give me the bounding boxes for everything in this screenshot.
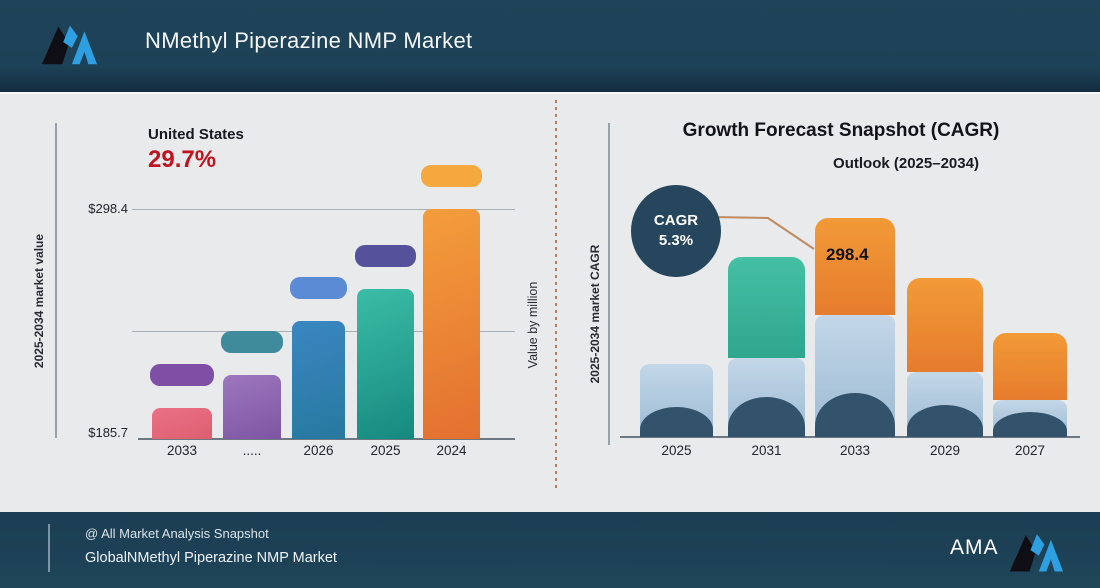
footer-report-name: GlobalNMethyl Piperazine NMP Market (85, 550, 337, 566)
gridline-298 (132, 209, 515, 210)
ama-logo-footer-icon (1009, 534, 1064, 572)
right-bar-2033-top-segment (815, 218, 895, 315)
left-chart-x-axis (138, 438, 515, 440)
header-bar: NMethyl Piperazine NMP Market (0, 0, 1100, 92)
ama-logo (40, 16, 98, 70)
left-chart-y-axis (55, 123, 57, 438)
left-bar-2024 (423, 209, 480, 439)
left-x-tick-2033: 2033 (166, 443, 198, 458)
right-bar-2031-base-segment (728, 397, 805, 437)
left-x-tick-2025: 2025 (370, 443, 401, 458)
left-y-tick-top: $298.4 (88, 201, 128, 216)
left-bar-cap-2033 (150, 363, 214, 386)
right-x-tick-2031: 2031 (751, 443, 782, 458)
peak-value-callout: 298.4 (826, 245, 869, 264)
right-chart-subtitle: Outlook (2025–2034) (833, 155, 979, 172)
left-chart-side-label: Value by million (526, 281, 540, 369)
right-bar-2029-top-segment (907, 278, 983, 372)
right-chart-y-axis-label: 2025-2034 market CAGR (588, 244, 602, 384)
left-bar-cap-2025 (355, 245, 416, 268)
left-chart-highlight-value: 29.7% (148, 146, 217, 173)
right-bar-2025-base-segment (640, 407, 713, 437)
cagr-badge-label: CAGR (653, 211, 699, 229)
cagr-badge-value: 5.3% (658, 232, 694, 249)
right-x-tick-2033: 2033 (839, 443, 871, 458)
left-chart-region-label: United States (148, 126, 244, 143)
ama-logo-footer (1008, 526, 1064, 576)
left-x-tick-2024: 2024 (436, 443, 467, 458)
left-y-tick-bottom: $185.7 (88, 425, 128, 440)
left-bar-2026 (292, 321, 345, 439)
right-x-tick-2027: 2027 (1014, 443, 1046, 458)
right-bar-2027-top-segment (993, 333, 1067, 400)
right-bar-2031-top-segment (728, 257, 805, 358)
ama-logo-icon (41, 25, 98, 65)
right-x-tick-2025: 2025 (661, 443, 692, 458)
cagr-badge: CAGR 5.3% (631, 185, 721, 277)
right-bar-2027-base-segment (993, 412, 1067, 437)
panel-divider-dashed (555, 100, 557, 490)
footer-credit-line: @ All Market Analysis Snapshot (85, 526, 269, 541)
left-x-tick-.....: ..... (242, 443, 262, 458)
left-x-tick-2026: 2026 (303, 443, 334, 458)
footer-bar: @ All Market Analysis Snapshot GlobalNMe… (0, 512, 1100, 588)
left-bar-..... (223, 375, 281, 439)
right-chart-title: Growth Forecast Snapshot (CAGR) (682, 120, 1000, 141)
right-x-tick-2029: 2029 (929, 443, 961, 458)
footer-brand-text: AMA (950, 536, 999, 559)
right-bar-2029-base-segment (907, 405, 983, 437)
page-title: NMethyl Piperazine NMP Market (145, 28, 473, 53)
cagr-connector-line (711, 216, 815, 250)
footer-divider-rule (48, 524, 50, 572)
left-bar-cap-2024 (421, 165, 482, 187)
left-bar-2025 (357, 289, 414, 439)
left-bar-cap-..... (221, 331, 283, 354)
left-chart-y-axis-label: 2025-2034 market value (32, 233, 46, 369)
left-bar-cap-2026 (290, 277, 347, 300)
right-chart-y-axis (608, 123, 610, 445)
left-bar-2033 (152, 407, 212, 439)
